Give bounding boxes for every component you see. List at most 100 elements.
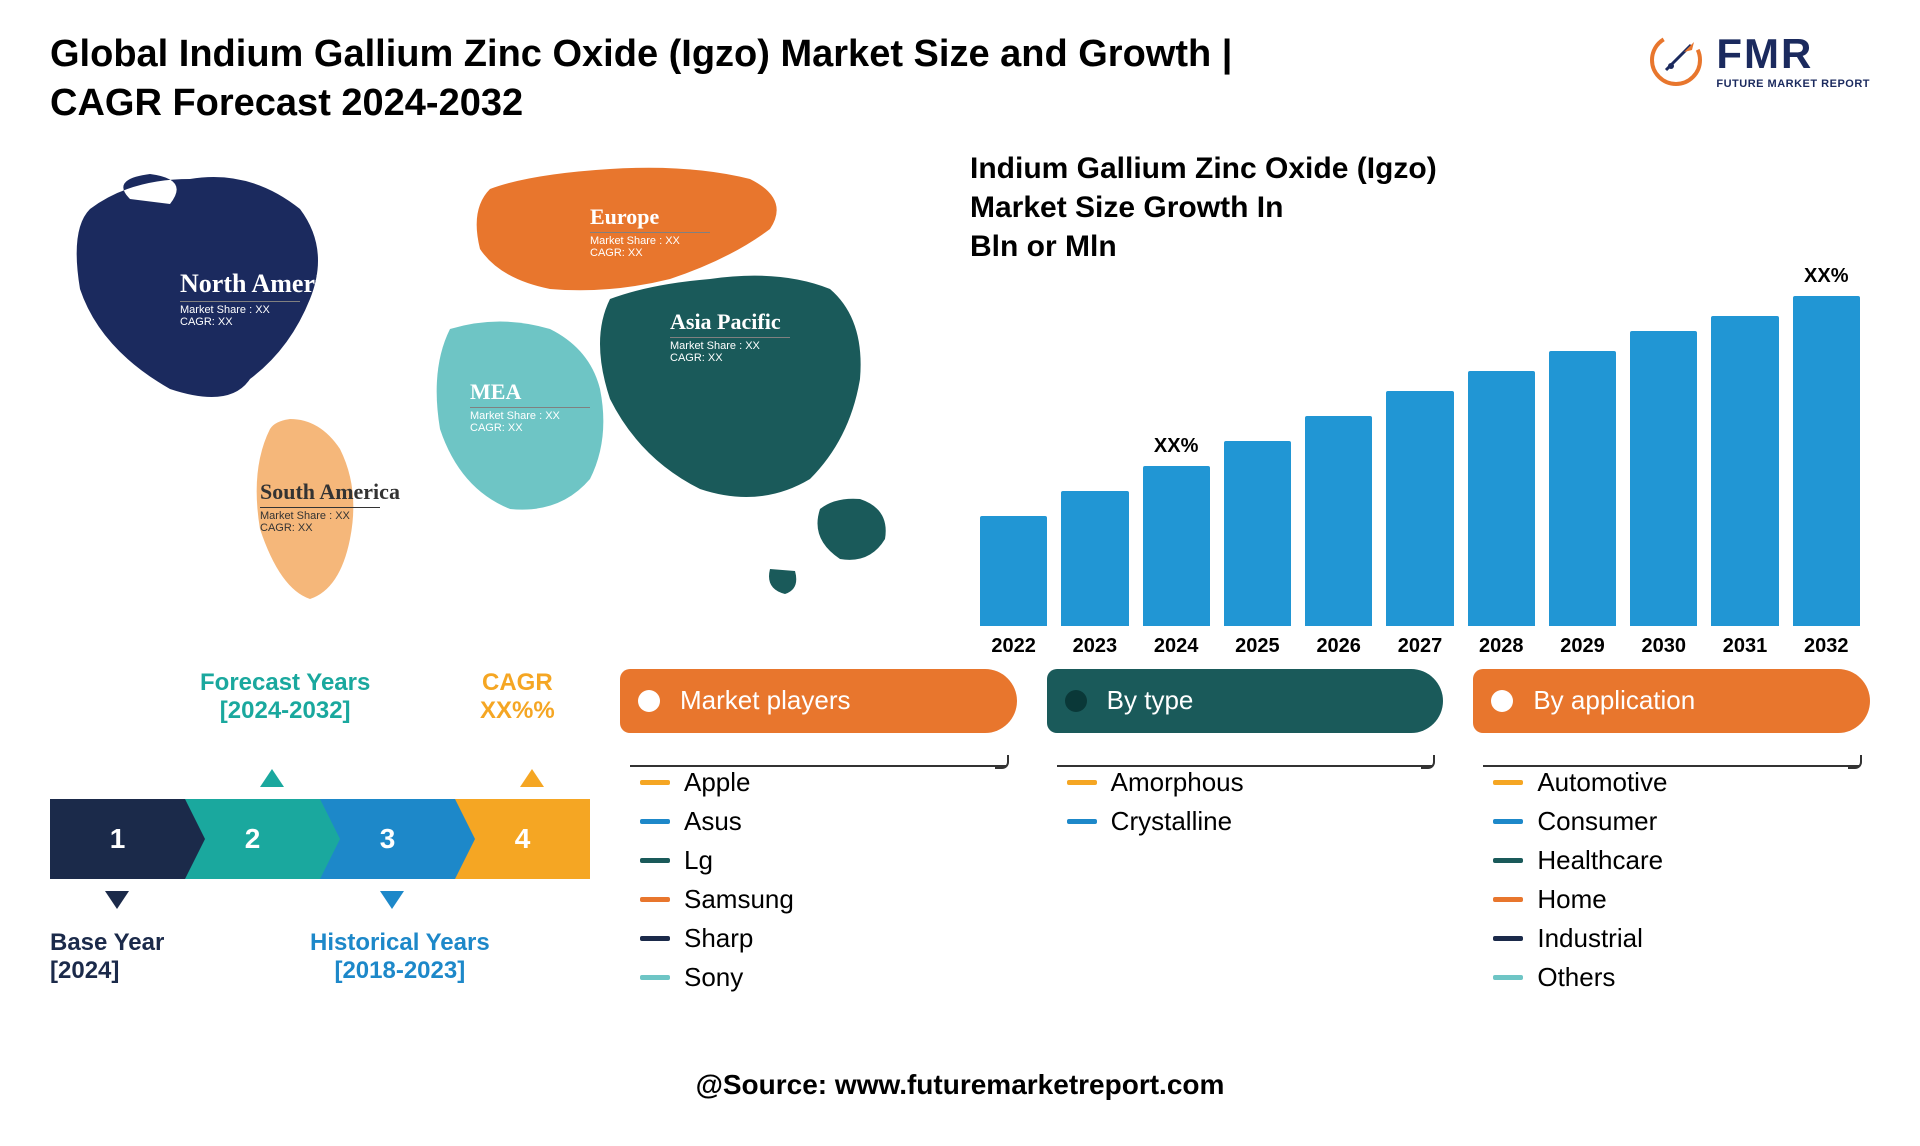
- bullet-icon: [640, 936, 670, 941]
- bar-rect: [1061, 491, 1128, 626]
- bar-rect: [980, 516, 1047, 626]
- bullet-icon: [1067, 780, 1097, 785]
- list-item-label: Industrial: [1537, 923, 1643, 954]
- cat-header-application: By application: [1473, 669, 1870, 733]
- cat-header-players: Market players: [620, 669, 1017, 733]
- list-item: Home: [1493, 884, 1840, 915]
- bar-year-label: 2028: [1479, 635, 1524, 658]
- list-item-label: Asus: [684, 806, 742, 837]
- list-item-label: Healthcare: [1537, 845, 1663, 876]
- bar-2027: 2027: [1386, 391, 1453, 626]
- category-market-players: Market players Apple Asus Lg Samsung Sharp So…: [620, 669, 1017, 1009]
- list-item: Healthcare: [1493, 845, 1840, 876]
- bar-year-label: 2029: [1560, 635, 1605, 658]
- forecast-label: Forecast Years [2024-2032]: [200, 669, 370, 725]
- bar-year-label: 2032: [1804, 635, 1849, 658]
- list-item-label: Lg: [684, 845, 713, 876]
- list-item: Sony: [640, 962, 987, 993]
- bar-2031: 2031: [1711, 316, 1778, 626]
- bar-2023: 2023: [1061, 491, 1128, 626]
- list-item: Asus: [640, 806, 987, 837]
- timeline-bar: 1 2 3 4: [50, 799, 590, 879]
- bar-chart: Indium Gallium Zinc Oxide (Igzo) Market …: [970, 149, 1870, 629]
- bullet-icon: [640, 858, 670, 863]
- logo-icon: [1646, 30, 1706, 90]
- arrow-base-icon: [105, 891, 129, 909]
- map-label-europe: Europe Market Share : XX CAGR: XX: [590, 204, 710, 259]
- list-item: Samsung: [640, 884, 987, 915]
- bar-rect: [1549, 351, 1616, 626]
- cat-list-type: Amorphous Crystalline: [1047, 767, 1444, 845]
- list-item: Others: [1493, 962, 1840, 993]
- bullet-icon: [640, 780, 670, 785]
- category-by-application: By application Automotive Consumer Healthc…: [1473, 669, 1870, 1009]
- bar-rect: [1630, 331, 1697, 626]
- list-item-label: Amorphous: [1111, 767, 1244, 798]
- bullet-icon: [1493, 975, 1523, 980]
- fmr-logo: FMR FUTURE MARKET REPORT: [1646, 30, 1870, 90]
- bar-year-label: 2031: [1723, 635, 1768, 658]
- base-label: Base Year [2024]: [50, 929, 164, 985]
- bullet-icon: [1493, 819, 1523, 824]
- bar-year-label: 2023: [1073, 635, 1118, 658]
- underline-icon: [630, 765, 1007, 767]
- list-item-label: Crystalline: [1111, 806, 1232, 837]
- bullet-icon: [640, 897, 670, 902]
- bullet-icon: [1493, 858, 1523, 863]
- bar-rect: [1793, 296, 1860, 626]
- map-label-mea: MEA Market Share : XX CAGR: XX: [470, 379, 590, 434]
- bullet-icon: [1493, 936, 1523, 941]
- list-item: Amorphous: [1067, 767, 1414, 798]
- bar-2029: 2029: [1549, 351, 1616, 626]
- bar-year-label: 2025: [1235, 635, 1280, 658]
- bar-2030: 2030: [1630, 331, 1697, 626]
- page-title: Global Indium Gallium Zinc Oxide (Igzo) …: [50, 30, 1350, 129]
- list-item: Sharp: [640, 923, 987, 954]
- cagr-label: CAGR XX%%: [480, 669, 555, 725]
- cat-list-players: Apple Asus Lg Samsung Sharp Sony: [620, 767, 1017, 1001]
- list-item-label: Home: [1537, 884, 1606, 915]
- source-text: @Source: www.futuremarketreport.com: [50, 1069, 1870, 1101]
- arrow-forecast-icon: [260, 769, 284, 787]
- bar-2026: 2026: [1305, 416, 1372, 626]
- dot-icon: [1065, 690, 1087, 712]
- list-item-label: Consumer: [1537, 806, 1657, 837]
- chart-area: 202220232024XX%2025202620272028202920302…: [970, 276, 1870, 666]
- list-item-label: Apple: [684, 767, 751, 798]
- logo-text-sub: FUTURE MARKET REPORT: [1716, 78, 1870, 90]
- bar-2024: 2024XX%: [1143, 466, 1210, 626]
- list-item: Automotive: [1493, 767, 1840, 798]
- map-label-asia-pacific: Asia Pacific Market Share : XX CAGR: XX: [670, 309, 790, 364]
- list-item: Crystalline: [1067, 806, 1414, 837]
- list-item-label: Samsung: [684, 884, 794, 915]
- bullet-icon: [1493, 897, 1523, 902]
- bottom-row: Forecast Years [2024-2032] CAGR XX%% 1 2…: [50, 669, 1870, 1009]
- bar-2022: 2022: [980, 516, 1047, 626]
- list-item: Apple: [640, 767, 987, 798]
- bar-2025: 2025: [1224, 441, 1291, 626]
- bar-rect: [1305, 416, 1372, 626]
- list-item: Consumer: [1493, 806, 1840, 837]
- list-item-label: Automotive: [1537, 767, 1667, 798]
- bar-year-label: 2026: [1316, 635, 1361, 658]
- bar-year-label: 2027: [1398, 635, 1443, 658]
- bar-year-label: 2030: [1642, 635, 1687, 658]
- bar-year-label: 2024: [1154, 635, 1199, 658]
- bar-annotation-2032: XX%: [1804, 265, 1848, 288]
- list-item-label: Sharp: [684, 923, 753, 954]
- timeline-seg-4: 4: [455, 799, 590, 879]
- bullet-icon: [1493, 780, 1523, 785]
- arrow-cagr-icon: [520, 769, 544, 787]
- timeline: Forecast Years [2024-2032] CAGR XX%% 1 2…: [50, 669, 590, 1009]
- bar-annotation-2024: XX%: [1154, 435, 1198, 458]
- main-row: North America Market Share : XX CAGR: XX…: [50, 149, 1870, 629]
- underline-icon: [1483, 765, 1860, 767]
- hist-label: Historical Years [2018-2023]: [310, 929, 490, 985]
- category-by-type: By type Amorphous Crystalline: [1047, 669, 1444, 1009]
- timeline-seg-2: 2: [185, 799, 320, 879]
- dot-icon: [638, 690, 660, 712]
- bar-2028: 2028: [1468, 371, 1535, 626]
- cat-header-type: By type: [1047, 669, 1444, 733]
- bar-rect: [1386, 391, 1453, 626]
- list-item-label: Others: [1537, 962, 1615, 993]
